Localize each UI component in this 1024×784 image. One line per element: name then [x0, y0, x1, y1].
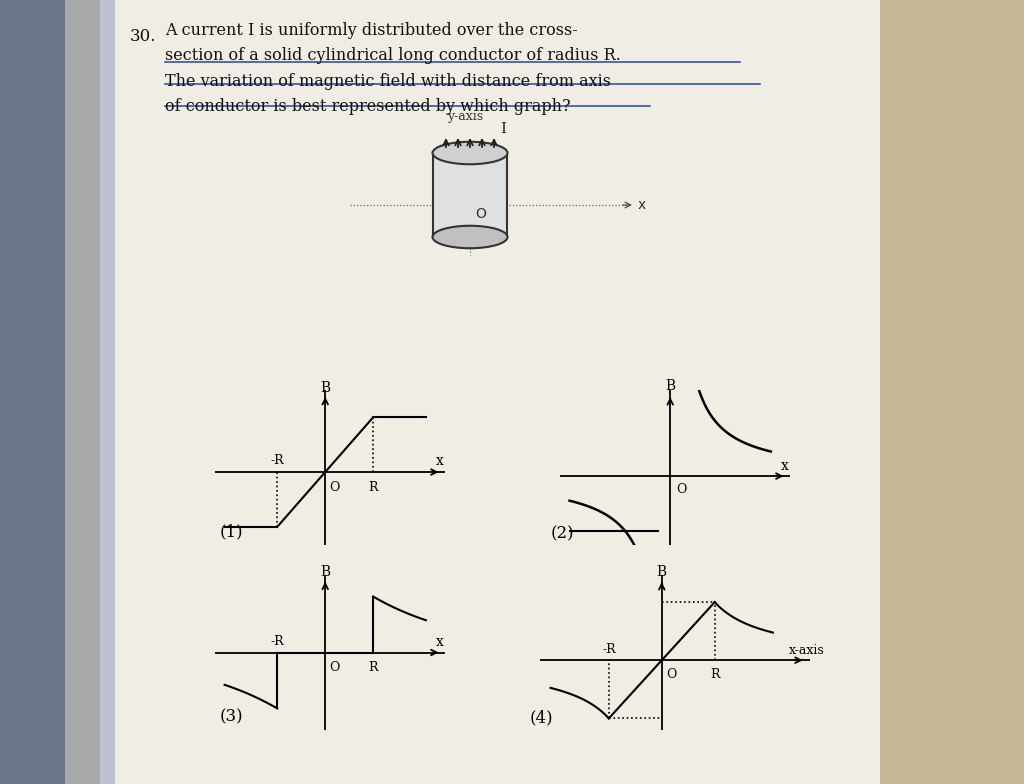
Text: R: R	[369, 661, 378, 674]
Text: x-axis: x-axis	[788, 644, 824, 657]
Text: O: O	[329, 661, 339, 674]
Text: (1): (1)	[220, 523, 244, 540]
Text: A current I is uniformly distributed over the cross-
section of a solid cylindri: A current I is uniformly distributed ove…	[165, 22, 621, 115]
Text: x: x	[435, 455, 443, 468]
Text: B: B	[656, 565, 667, 579]
Text: -R: -R	[602, 644, 615, 656]
Text: x: x	[435, 635, 443, 649]
Text: y-axis: y-axis	[446, 110, 483, 123]
FancyBboxPatch shape	[0, 0, 65, 784]
Text: O: O	[475, 207, 485, 221]
Text: O: O	[329, 481, 339, 494]
Bar	[433, 153, 508, 238]
Text: R: R	[369, 481, 378, 494]
Text: 30.: 30.	[130, 28, 157, 45]
Text: O: O	[676, 483, 686, 496]
Text: x: x	[638, 198, 646, 212]
Text: R: R	[710, 668, 720, 681]
FancyBboxPatch shape	[100, 0, 880, 784]
Text: B: B	[666, 379, 675, 394]
Text: -R: -R	[270, 455, 284, 467]
FancyBboxPatch shape	[0, 0, 115, 784]
Text: x: x	[780, 459, 788, 473]
Text: B: B	[321, 380, 331, 394]
Text: (4): (4)	[529, 710, 553, 726]
Text: B: B	[321, 565, 331, 579]
Ellipse shape	[432, 142, 508, 165]
Text: (2): (2)	[551, 525, 574, 542]
Text: -R: -R	[270, 635, 284, 648]
Text: I: I	[500, 122, 506, 136]
Text: (3): (3)	[220, 709, 244, 725]
Text: O: O	[666, 668, 677, 681]
Ellipse shape	[432, 226, 508, 249]
